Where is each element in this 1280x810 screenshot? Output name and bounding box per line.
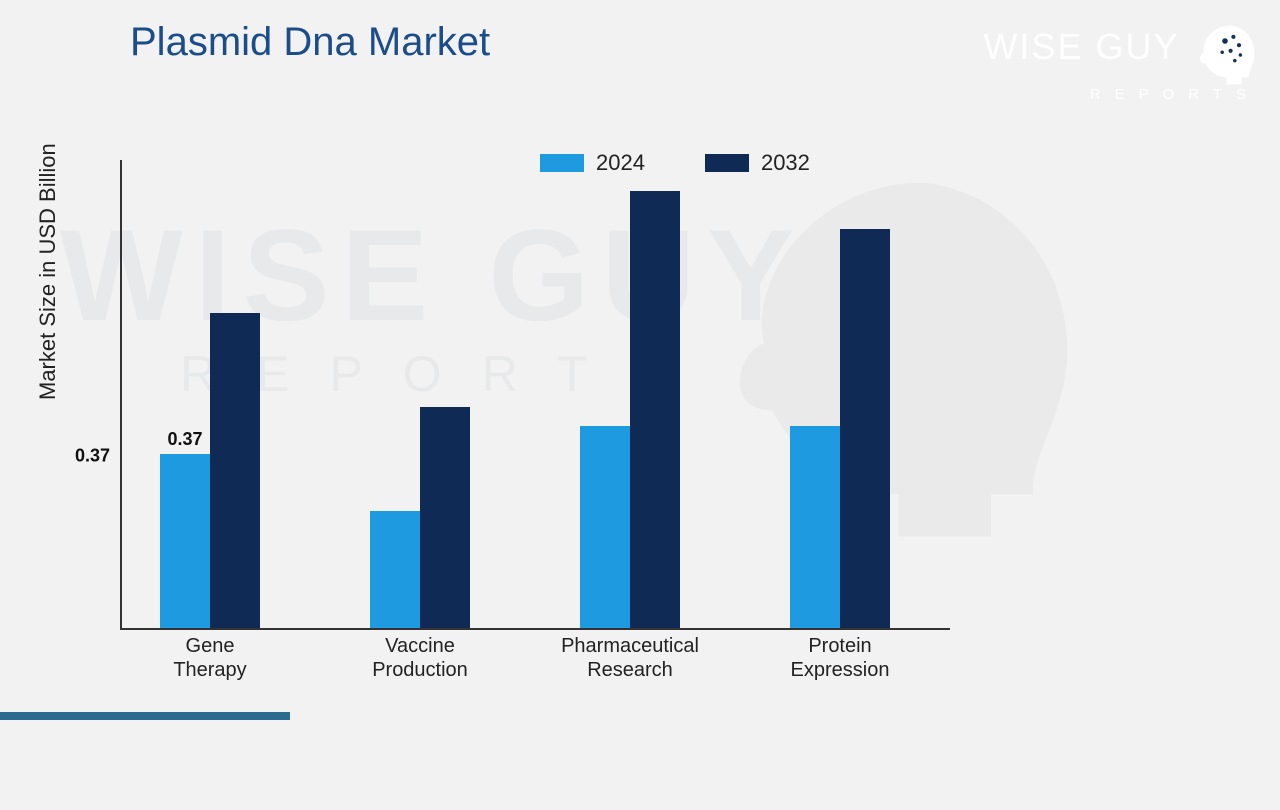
bar [210, 313, 260, 628]
bar [420, 407, 470, 628]
bar: 0.37 [160, 454, 210, 628]
y-axis-title: Market Size in USD Billion [35, 143, 61, 400]
chart-area: 2024 2032 0.37GeneTherapyVaccineProducti… [120, 160, 950, 630]
legend-swatch-2024 [540, 154, 584, 172]
legend-label-2032: 2032 [761, 150, 810, 176]
legend: 2024 2032 [540, 150, 810, 176]
legend-swatch-2032 [705, 154, 749, 172]
logo-head-icon [1190, 20, 1260, 90]
bar [580, 426, 630, 628]
y-tick-label: 0.37 [75, 446, 120, 467]
y-axis-line [120, 160, 122, 630]
category-label: PharmaceuticalResearch [561, 628, 699, 682]
bar-value-label: 0.37 [167, 429, 202, 454]
legend-item-2024: 2024 [540, 150, 645, 176]
category-label: VaccineProduction [372, 628, 468, 682]
bar [370, 511, 420, 629]
logo-main-text: WISE GUY [984, 26, 1180, 67]
legend-item-2032: 2032 [705, 150, 810, 176]
bar [840, 229, 890, 629]
legend-label-2024: 2024 [596, 150, 645, 176]
bottom-accent-bar [0, 712, 290, 720]
category-label: GeneTherapy [173, 628, 246, 682]
bar [630, 191, 680, 628]
brand-logo: WISE GUY REPORTS [984, 20, 1260, 103]
bar [790, 426, 840, 628]
category-label: ProteinExpression [791, 628, 890, 682]
chart-title: Plasmid Dna Market [130, 20, 490, 65]
